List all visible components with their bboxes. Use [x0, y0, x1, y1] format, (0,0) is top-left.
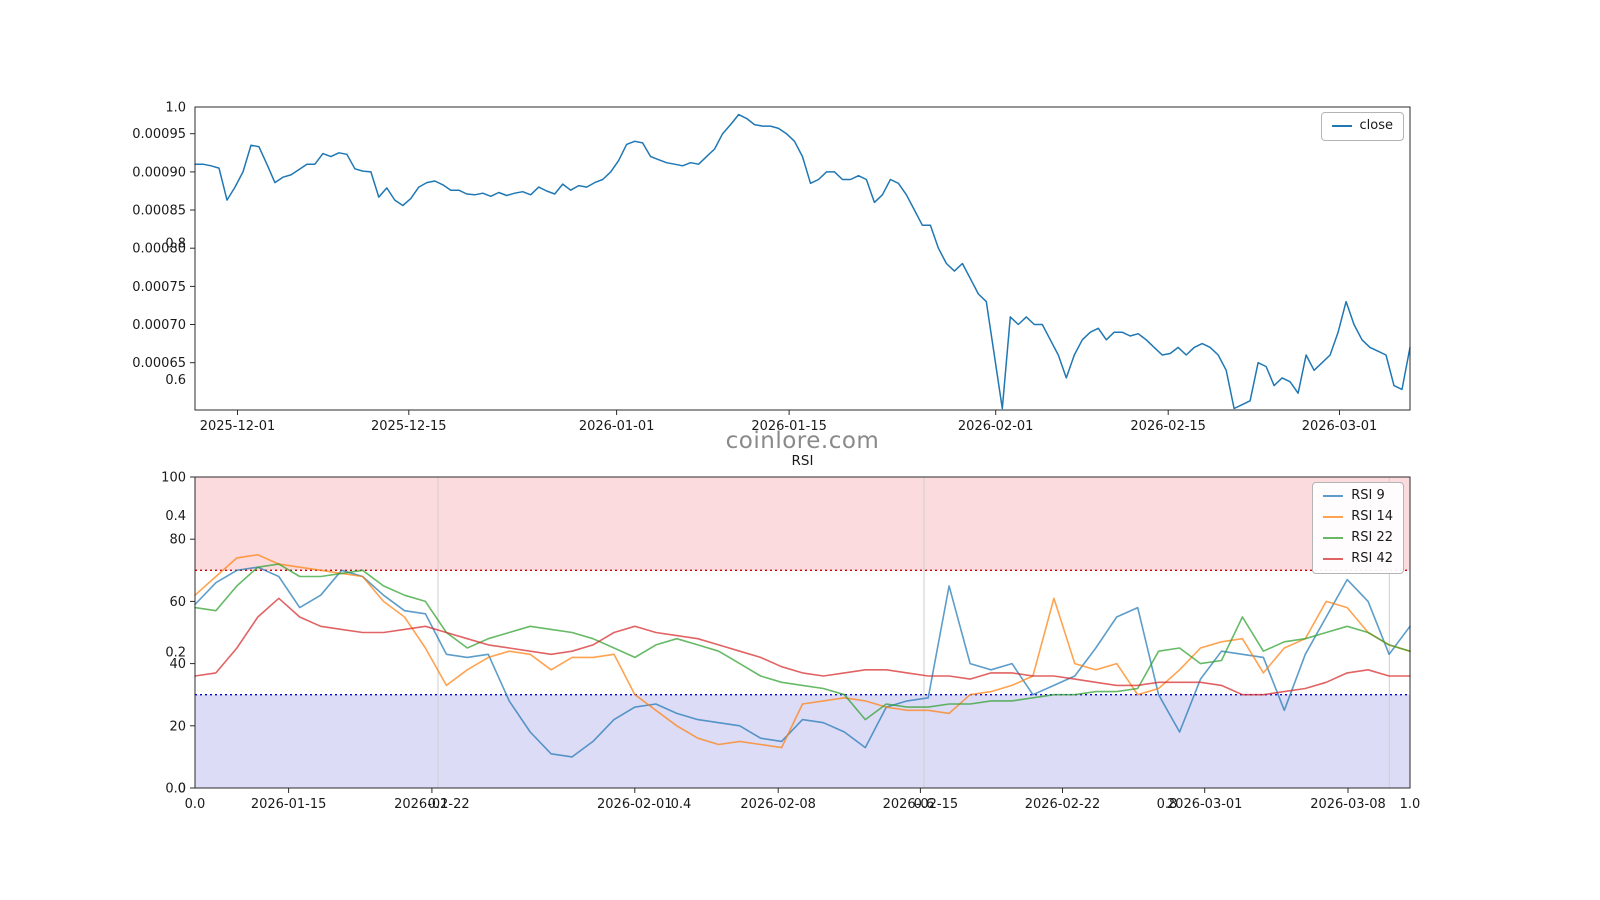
legend-label: RSI 14 — [1351, 508, 1393, 524]
legend-line-swatch — [1323, 516, 1344, 519]
y-tick-label: 0.00080 — [132, 242, 186, 257]
line-rsi-22 — [194, 563, 1411, 721]
x-tick-label: 2026-01-15 — [251, 797, 327, 812]
y-tick-label: 0.00075 — [132, 280, 186, 295]
legend-item: RSI 42 — [1323, 551, 1393, 568]
overbought-zone — [195, 477, 1410, 571]
rsi-legend: RSI 9 RSI 14 RSI 22 RSI 42 — [1312, 482, 1404, 574]
y-tick-label: 0.00090 — [132, 165, 186, 180]
y-tick-label: 0 — [178, 782, 186, 797]
x-tick-label: 2026-01-15 — [751, 419, 827, 434]
y-tick-label: 60 — [169, 595, 186, 610]
x-tick-label: 2026-01-22 — [394, 797, 470, 812]
x-tick-label: 2026-02-01 — [597, 797, 673, 812]
legend-item: RSI 22 — [1323, 530, 1393, 547]
legend-item: RSI 9 — [1323, 488, 1393, 505]
y-tick-label: 20 — [169, 719, 186, 734]
legend-line-swatch — [1323, 537, 1344, 540]
x-tick-label: 2025-12-01 — [200, 419, 276, 434]
x-tick-label: 2026-02-15 — [883, 797, 959, 812]
price-legend: close — [1320, 112, 1404, 141]
oversold-zone — [195, 694, 1410, 788]
x-tick-label: 2026-03-01 — [1302, 419, 1378, 434]
ghost-axis-labels: 1.0 0.8 0.6 0.4 0.2 0.00.0 0.2 0.4 0.6 0.8 1.0 — [165, 101, 1420, 813]
y-tick-label: 0.00070 — [132, 318, 186, 333]
line-close — [194, 113, 1411, 410]
y-tick-label: 0.00085 — [132, 204, 186, 219]
x-tick-label: 2026-02-22 — [1025, 797, 1101, 812]
ghost-x-label: 1.0 — [1400, 797, 1421, 812]
ghost-y-label: 0.6 — [165, 373, 186, 388]
rsi-chart-title: RSI — [791, 453, 814, 469]
ghost-x-label: 0.6 — [914, 797, 935, 812]
price-chart: 0.00095 0.00090 0.00085 0.00080 0.00075 0.000… — [132, 106, 1411, 434]
y-tick-label: 0.00065 — [132, 356, 186, 371]
line-rsi-14 — [194, 553, 1411, 749]
y-tick-label: 100 — [161, 471, 186, 486]
y-tick-label: 0.00095 — [132, 127, 186, 142]
x-tick-label: 2026-03-08 — [1310, 797, 1386, 812]
ghost-y-label: 1.0 — [165, 101, 186, 116]
ghost-y-label: 0.8 — [165, 237, 186, 252]
x-tick-label: 2026-02-08 — [740, 797, 816, 812]
watermark: coinlore.com — [725, 428, 880, 454]
x-tick-label: 2026-01-01 — [579, 419, 655, 434]
plot-border — [194, 476, 1411, 789]
line-rsi-9 — [194, 566, 1411, 758]
ghost-y-label: 0.4 — [165, 509, 186, 524]
legend-item: close — [1331, 118, 1393, 135]
x-tick-label: 2025-12-15 — [371, 419, 447, 434]
ghost-y-label: 0.0 — [165, 782, 186, 797]
ghost-x-label: 0.0 — [185, 797, 206, 812]
legend-label: RSI 22 — [1351, 529, 1393, 545]
line-rsi-42 — [194, 597, 1411, 696]
plot-border — [194, 106, 1411, 411]
ghost-x-label: 0.8 — [1157, 797, 1178, 812]
legend-label: RSI 42 — [1351, 550, 1393, 566]
legend-label: close — [1359, 118, 1393, 133]
x-tick-label: 2026-02-01 — [958, 419, 1034, 434]
legend-label: RSI 9 — [1351, 488, 1385, 503]
y-tick-label: 80 — [169, 533, 186, 548]
y-tick-label: 40 — [169, 657, 186, 672]
x-tick-label: 2026-02-15 — [1130, 419, 1206, 434]
ghost-x-label: 0.2 — [428, 797, 449, 812]
x-tick-label: 2026-03-01 — [1167, 797, 1243, 812]
rsi-chart: 100 80 60 40 20 0 2026-01-15 2026-01-22 2026-02-… — [161, 471, 1411, 812]
legend-line-swatch — [1323, 558, 1344, 561]
legend-item: RSI 14 — [1323, 509, 1393, 526]
legend-line-swatch — [1331, 125, 1352, 128]
ghost-y-label: 0.2 — [165, 645, 186, 660]
legend-line-swatch — [1323, 495, 1344, 498]
ghost-x-label: 0.4 — [671, 797, 692, 812]
